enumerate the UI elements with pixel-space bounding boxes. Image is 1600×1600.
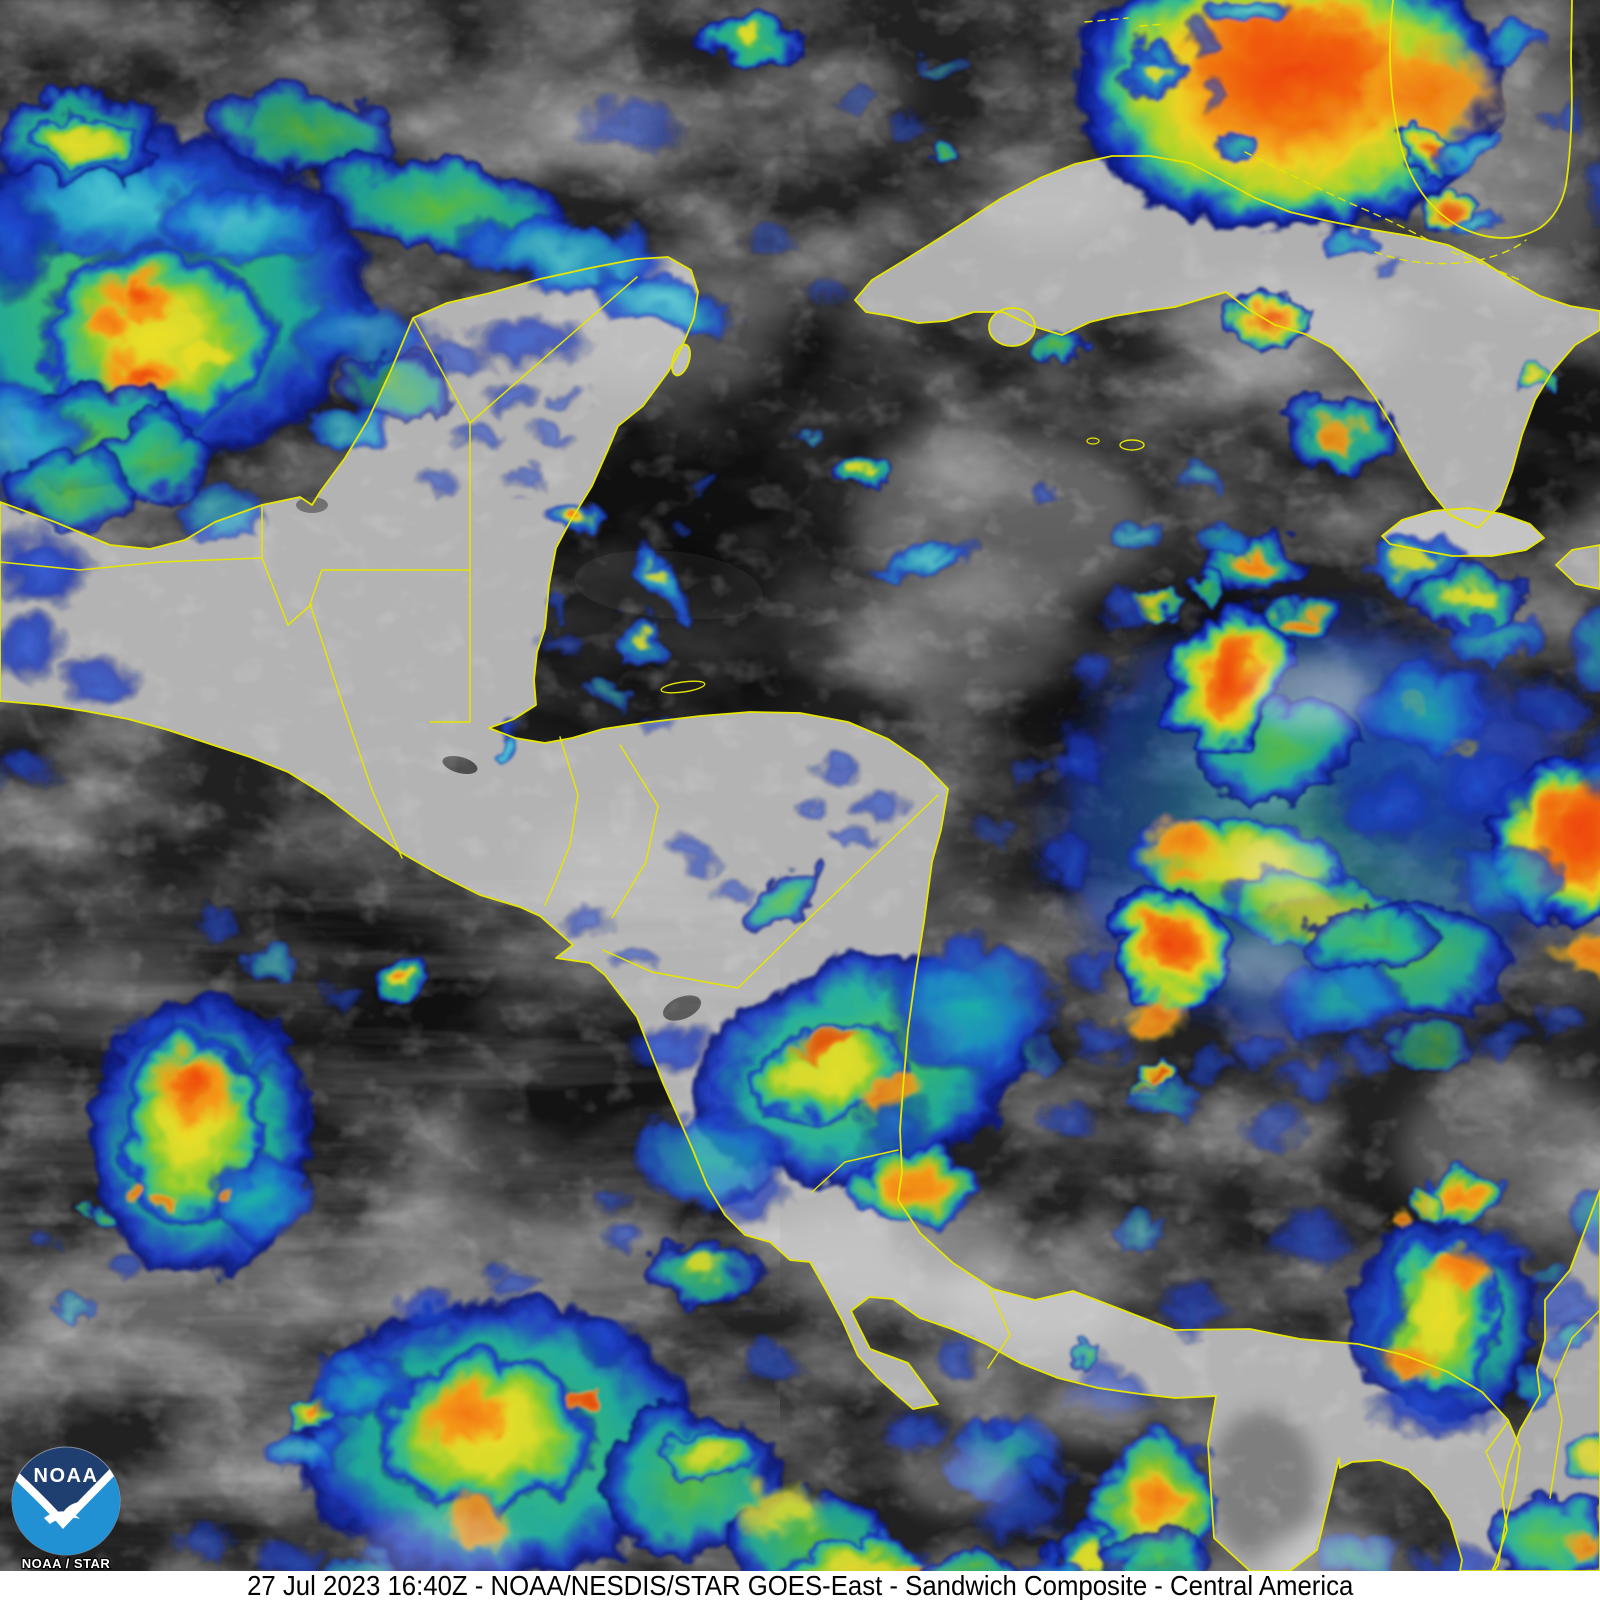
noaa-logo-text: NOAA bbox=[34, 1465, 99, 1487]
noaa-star-label: NOAA / STAR bbox=[22, 1556, 111, 1571]
border-grand-cayman bbox=[1119, 439, 1145, 451]
convection-florida-straits-system bbox=[827, 0, 1600, 588]
border-cozumel bbox=[671, 343, 691, 377]
convection-nicaragua-system bbox=[181, 748, 1054, 1300]
bright-cloud-patches-top bbox=[360, 657, 1400, 1571]
convection-pacific-system bbox=[10, 986, 305, 1315]
convection-eastern-caribbean-system bbox=[1020, 456, 1600, 1110]
caption-bar: 27 Jul 2023 16:40Z - NOAA/NESDIS/STAR GO… bbox=[0, 1571, 1600, 1600]
convection-panama-system bbox=[970, 1096, 1600, 1571]
border-roatan bbox=[660, 680, 706, 694]
border-little-cayman bbox=[1086, 437, 1100, 445]
noaa-circle-seagull-icon: NOAA bbox=[11, 1446, 121, 1556]
noaa-logo: NOAA NOAA / STAR bbox=[11, 1446, 121, 1571]
convection-gulf-of-mexico-system bbox=[0, 7, 845, 785]
border-isla-juventud bbox=[988, 307, 1036, 347]
caption-text: 27 Jul 2023 16:40Z - NOAA/NESDIS/STAR GO… bbox=[246, 1571, 1354, 1600]
